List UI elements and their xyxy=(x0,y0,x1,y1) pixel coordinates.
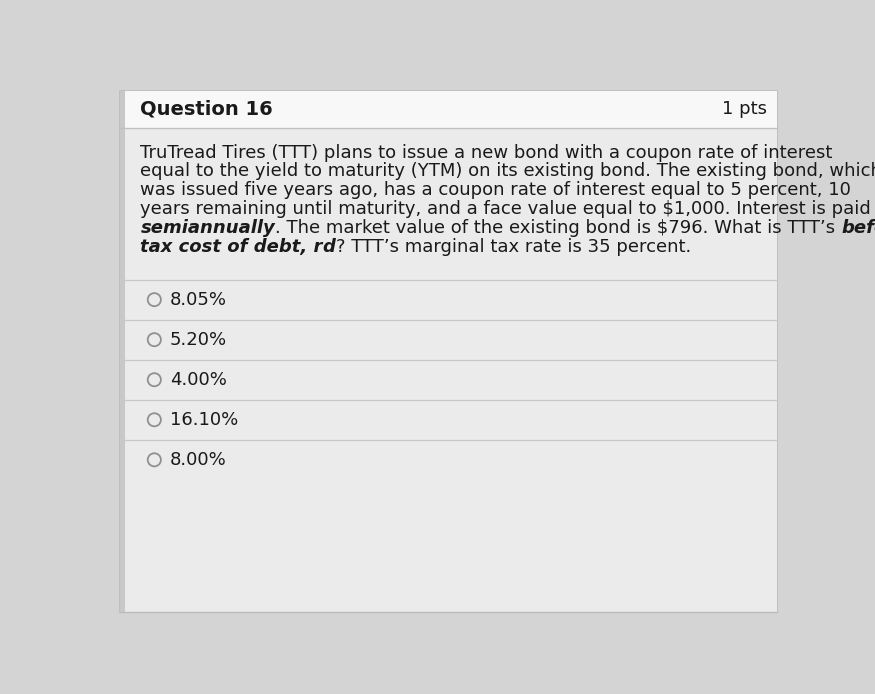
Text: semiannually: semiannually xyxy=(140,219,275,237)
FancyBboxPatch shape xyxy=(125,128,777,611)
Text: 5.20%: 5.20% xyxy=(170,330,227,348)
Text: tax cost of debt, r: tax cost of debt, r xyxy=(140,238,323,256)
FancyBboxPatch shape xyxy=(120,91,777,611)
Text: TruTread Tires (TTT) plans to issue a new bond with a coupon rate of interest: TruTread Tires (TTT) plans to issue a ne… xyxy=(140,144,833,162)
Text: d: d xyxy=(323,238,336,256)
Text: years remaining until maturity, and a face value equal to $1,000. Interest is pa: years remaining until maturity, and a fa… xyxy=(140,200,872,218)
Text: before-: before- xyxy=(841,219,875,237)
Text: 8.00%: 8.00% xyxy=(170,451,227,469)
Text: 8.05%: 8.05% xyxy=(170,291,227,309)
Text: Question 16: Question 16 xyxy=(140,100,273,119)
Text: 16.10%: 16.10% xyxy=(170,411,238,429)
Text: equal to the yield to maturity (YTM) on its existing bond. The existing bond, wh: equal to the yield to maturity (YTM) on … xyxy=(140,162,875,180)
Text: 1 pts: 1 pts xyxy=(722,101,766,119)
Text: 4.00%: 4.00% xyxy=(170,371,227,389)
FancyBboxPatch shape xyxy=(120,91,125,611)
Text: . The market value of the existing bond is $796. What is TTT’s: . The market value of the existing bond … xyxy=(275,219,841,237)
FancyBboxPatch shape xyxy=(125,91,777,128)
Text: was issued five years ago, has a coupon rate of interest equal to 5 percent, 10: was issued five years ago, has a coupon … xyxy=(140,181,851,199)
Text: ? TTT’s marginal tax rate is 35 percent.: ? TTT’s marginal tax rate is 35 percent. xyxy=(336,238,691,256)
